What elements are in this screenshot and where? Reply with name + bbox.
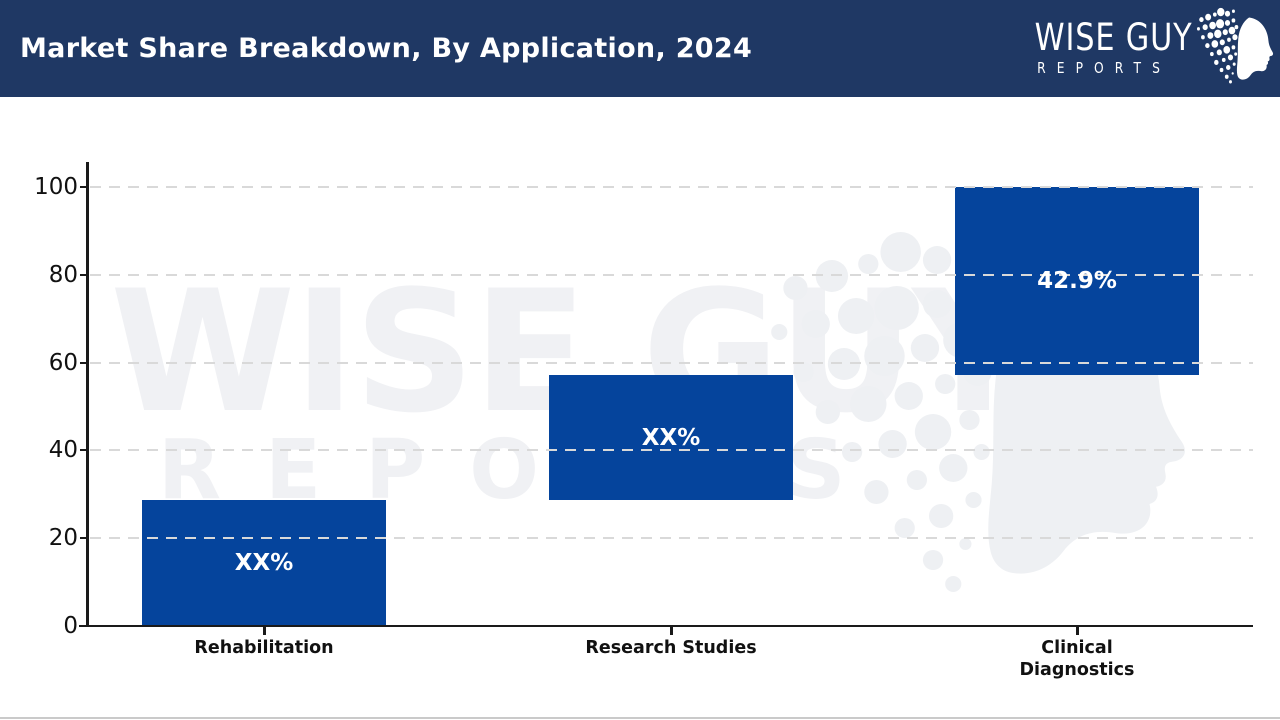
bar-segment bbox=[549, 375, 793, 501]
x-tick-mark bbox=[263, 626, 266, 635]
y-tick-mark bbox=[80, 361, 88, 364]
wiseguy-logo: WISE GUY REPORTS bbox=[1000, 0, 1274, 97]
bar-value-label: XX% bbox=[234, 550, 294, 577]
page-title: Market Share Breakdown, By Application, … bbox=[20, 33, 753, 64]
category-label: Clinical Diagnostics bbox=[1019, 638, 1135, 680]
y-tick-label: 100 bbox=[34, 174, 78, 200]
gridline bbox=[90, 537, 1253, 540]
logo-wordmark: WISE GUY bbox=[1034, 16, 1192, 59]
logo-text: WISE GUY REPORTS bbox=[1034, 19, 1192, 78]
logo-face-icon bbox=[1196, 7, 1274, 83]
logo-subtext: REPORTS bbox=[1036, 59, 1171, 77]
y-tick-label: 40 bbox=[48, 437, 78, 464]
x-tick-mark bbox=[670, 626, 673, 635]
gridline bbox=[90, 361, 1253, 364]
category-label: Research Studies bbox=[585, 638, 757, 658]
y-tick-label: 60 bbox=[48, 349, 78, 376]
bar-value-label: 42.9% bbox=[1037, 268, 1117, 295]
y-tick-label: 20 bbox=[48, 525, 78, 552]
y-tick-label: 80 bbox=[48, 261, 78, 288]
y-tick-mark bbox=[80, 273, 88, 276]
gridline bbox=[90, 186, 1253, 188]
y-tick-mark bbox=[80, 186, 88, 188]
y-tick-label: 0 bbox=[63, 613, 78, 639]
bottom-divider bbox=[0, 717, 1280, 719]
bar-value-label: XX% bbox=[641, 424, 701, 451]
gridline bbox=[90, 449, 1253, 452]
category-label: Rehabilitation bbox=[194, 638, 334, 658]
bar-segment bbox=[142, 500, 386, 626]
x-tick-mark bbox=[1076, 626, 1079, 635]
gridline bbox=[90, 273, 1253, 276]
y-tick-mark bbox=[80, 537, 88, 540]
header: Market Share Breakdown, By Application, … bbox=[0, 0, 1280, 97]
x-axis-line bbox=[79, 624, 1253, 627]
y-tick-mark bbox=[80, 449, 88, 452]
y-axis-line bbox=[86, 162, 89, 627]
